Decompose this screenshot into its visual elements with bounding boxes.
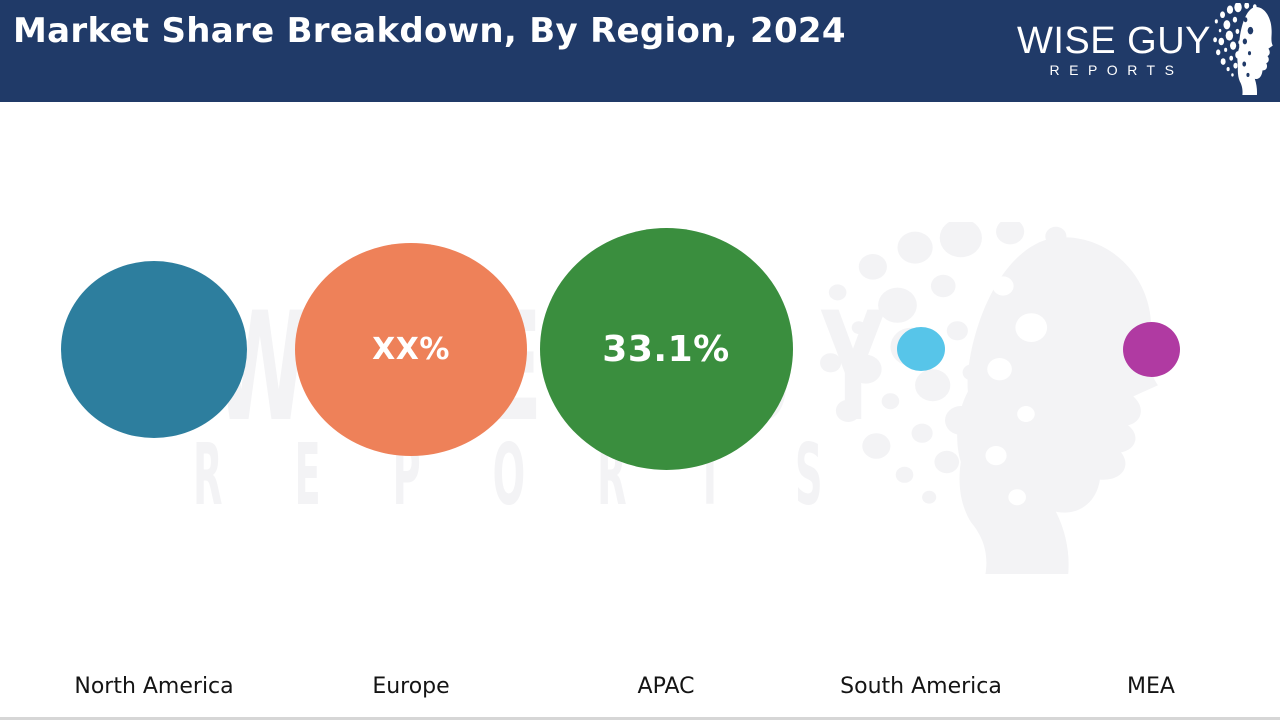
wiseguy-head-icon — [1212, 3, 1274, 95]
watermark-subtitle: REPORTS — [193, 426, 895, 525]
axis-label-apac: APAC — [637, 674, 695, 699]
page-title: Market Share Breakdown, By Region, 2024 — [13, 11, 846, 51]
bubble-europe: XX% — [295, 242, 527, 456]
axis-label-europe: Europe — [372, 674, 450, 699]
axis-label-mea: MEA — [1127, 674, 1175, 699]
axis-label-south-america: South America — [840, 674, 1002, 699]
logo-text: WISE GUY REPORTS — [1017, 20, 1211, 79]
watermark-head-icon — [813, 222, 1165, 574]
bubble-chart: WISE GUY REPORTS North AmericaXX%Europe3… — [0, 102, 1280, 717]
logo-wordmark: WISE GUY — [1016, 19, 1211, 62]
bubble-value-label-apac: 33.1% — [602, 328, 730, 370]
bubble-north-america — [61, 260, 247, 438]
axis-label-north-america: North America — [74, 674, 234, 699]
bubble-mea — [1122, 321, 1180, 377]
brand-logo: WISE GUY REPORTS — [1017, 3, 1274, 95]
logo-subtitle: REPORTS — [1049, 62, 1184, 79]
bubble-apac: 33.1% — [539, 228, 793, 470]
header-bar: Market Share Breakdown, By Region, 2024 … — [0, 0, 1280, 102]
bubble-value-label-europe: XX% — [372, 331, 450, 367]
bubble-south-america — [897, 327, 945, 371]
bottom-border — [0, 717, 1280, 720]
